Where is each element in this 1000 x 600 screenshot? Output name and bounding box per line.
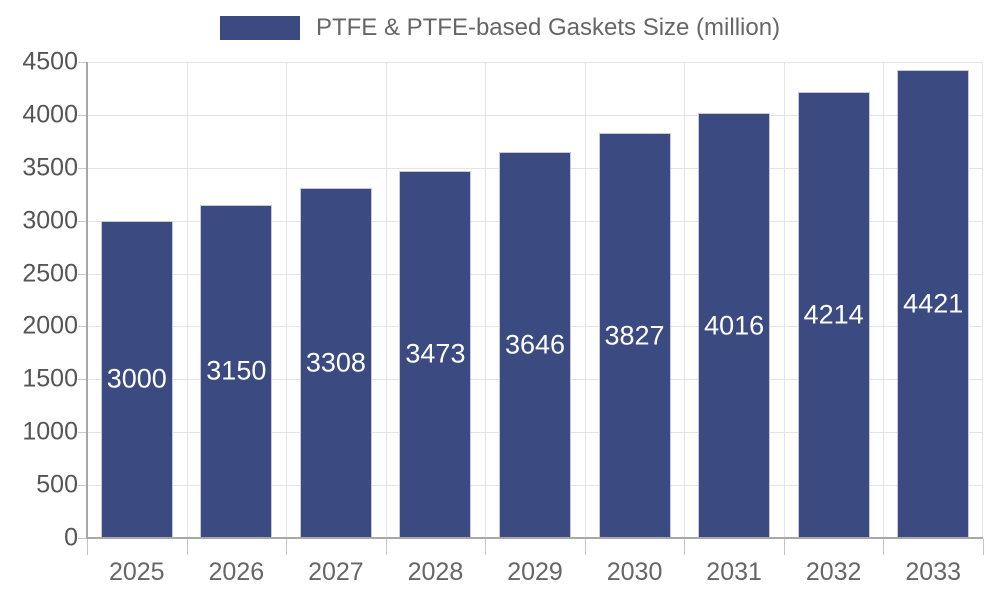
gridline-vertical (286, 62, 288, 538)
y-axis-tick-mark (78, 326, 86, 328)
x-axis-tick-label: 2031 (706, 558, 762, 586)
chart-legend: PTFE & PTFE-based Gaskets Size (million) (0, 0, 1000, 56)
gridline-vertical (783, 62, 785, 538)
y-axis-tick-label: 0 (64, 523, 78, 552)
x-axis-tick-label: 2027 (308, 558, 364, 586)
x-axis-tick-label: 2026 (208, 558, 265, 586)
x-axis-tick-mark (584, 539, 586, 555)
y-axis-tick-label: 1000 (22, 417, 78, 446)
y-axis-tick-mark (78, 379, 86, 381)
x-axis-tick-mark (883, 539, 885, 555)
legend-item-ptfe-gaskets-size[interactable]: PTFE & PTFE-based Gaskets Size (million) (219, 14, 781, 41)
x-axis-tick-label: 2025 (108, 558, 165, 586)
y-axis-tick-label: 4000 (22, 100, 78, 129)
x-axis-tick-mark (286, 539, 288, 555)
x-axis-tick-label: 2033 (905, 558, 962, 586)
y-axis-line (86, 62, 88, 539)
y-axis-tick-mark (78, 62, 86, 63)
gridline-vertical (186, 62, 188, 538)
y-axis-tick-label: 4500 (22, 47, 78, 76)
bar[interactable] (399, 170, 472, 538)
y-axis-tick-mark (78, 538, 86, 539)
gridline-horizontal (87, 114, 983, 116)
y-axis-tick-label: 1500 (22, 364, 78, 393)
plot-area: 3000 3150 3308 3473 3646 3827 4016 4214 4421 (87, 62, 983, 539)
y-axis-tick-label: 500 (36, 470, 78, 499)
y-axis-tick-label: 2000 (22, 311, 78, 340)
bar[interactable] (100, 220, 173, 538)
gridline-horizontal (87, 62, 983, 63)
bar[interactable] (598, 133, 671, 538)
x-axis-tick-label: 2028 (407, 558, 464, 586)
bar[interactable] (499, 152, 571, 538)
x-axis-tick-mark (983, 539, 984, 555)
y-axis: 0 500 1000 1500 2000 2500 3000 3500 4000 4500 (0, 0, 86, 600)
x-axis-tick-mark (87, 539, 88, 555)
x-axis-tick-mark (684, 539, 686, 555)
legend-item-label: PTFE & PTFE-based Gaskets Size (million) (315, 14, 781, 41)
gridline-vertical (584, 62, 586, 538)
bar[interactable] (299, 188, 372, 538)
gridline-vertical (883, 62, 885, 538)
y-axis-tick-mark (78, 273, 86, 275)
y-axis-tick-label: 2500 (22, 259, 78, 288)
x-axis-tick-mark (783, 539, 785, 555)
bar[interactable] (200, 204, 273, 538)
y-axis-tick-mark (78, 485, 86, 487)
bar[interactable] (897, 70, 970, 538)
y-axis-tick-label: 3500 (22, 153, 78, 182)
y-axis-tick-mark (78, 167, 86, 169)
y-axis-tick-mark (78, 220, 86, 222)
y-axis-tick-mark (78, 432, 86, 434)
y-axis-tick-mark (78, 114, 86, 116)
x-axis-tick-mark (385, 539, 387, 555)
gridline-vertical (684, 62, 686, 538)
y-axis-tick-label: 3000 (22, 206, 78, 235)
x-axis-tick-label: 2029 (507, 558, 563, 586)
x-axis-line (87, 537, 983, 539)
gridline-vertical (982, 62, 983, 538)
x-axis-tick-mark (186, 539, 188, 555)
legend-swatch-icon (219, 16, 300, 40)
x-axis-tick-label: 2032 (805, 558, 862, 586)
gridline-vertical (485, 62, 487, 538)
bar[interactable] (698, 113, 771, 538)
bar[interactable] (797, 92, 870, 538)
x-axis-tick-label: 2030 (606, 558, 663, 586)
gridline-vertical (385, 62, 387, 538)
x-axis-tick-mark (485, 539, 487, 555)
